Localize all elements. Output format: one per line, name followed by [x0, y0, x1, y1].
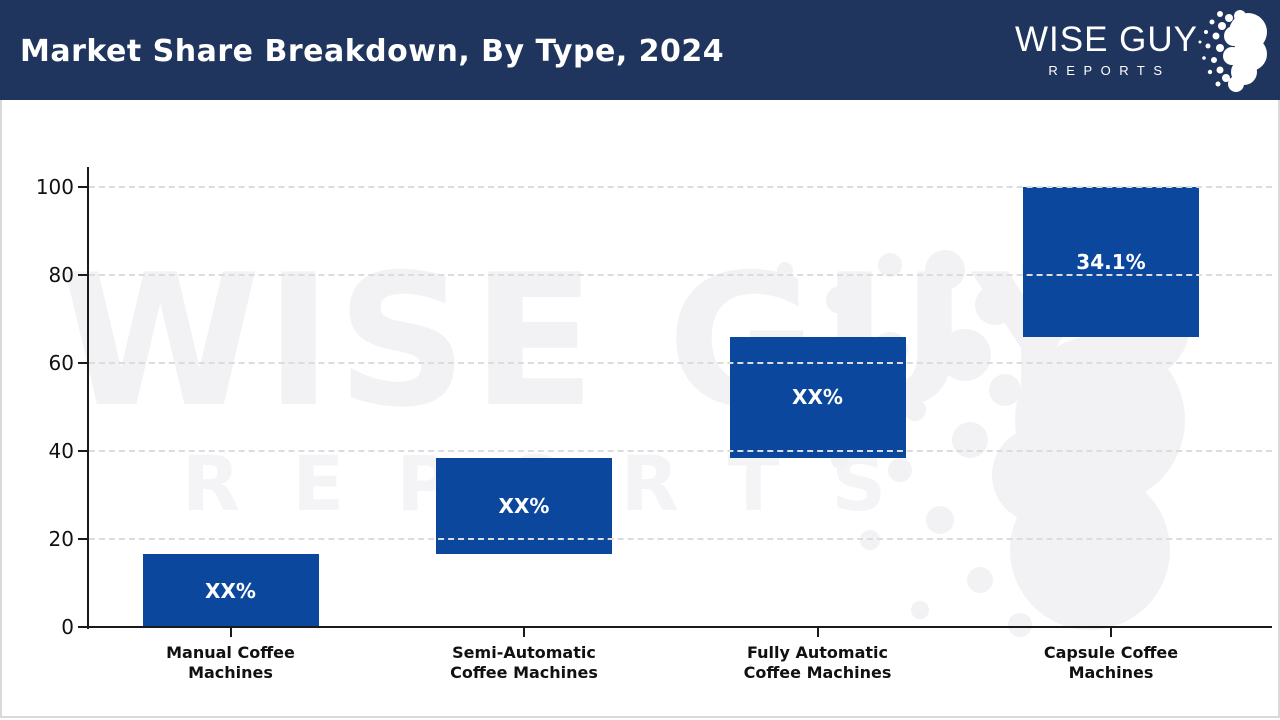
x-category-label: Fully Automatic Coffee Machines	[671, 643, 965, 683]
y-tick-label: 20	[48, 527, 74, 551]
x-axis-spine	[87, 626, 1272, 628]
waterfall-bar-3: XX%	[729, 337, 906, 458]
gridline-60	[89, 362, 1272, 364]
x-category-label-line: Coffee Machines	[743, 663, 892, 682]
x-category-label: Manual Coffee Machines	[84, 643, 378, 683]
y-tick-label: 60	[48, 351, 74, 375]
x-category-label-line: Coffee Machines	[450, 663, 598, 682]
logo-wordmark: WISE GUY	[1014, 20, 1198, 59]
y-axis-spine	[87, 167, 89, 629]
x-tickmark-3	[816, 628, 819, 637]
x-category-label-line: Semi-Automatic	[452, 643, 596, 662]
x-category-label-line: Machines	[188, 663, 273, 682]
brand-logo: WISE GUY REPORTS	[1008, 4, 1268, 96]
x-category-label-line: Capsule Coffee	[1043, 643, 1179, 662]
logo-text: WISE GUY REPORTS	[1015, 20, 1198, 78]
y-tick-label: 100	[35, 175, 74, 199]
left-border	[0, 100, 2, 718]
x-category-label-line: Machines	[1068, 663, 1154, 682]
x-category-label: Semi-Automatic Coffee Machines	[377, 643, 671, 683]
y-tickmark-0	[78, 626, 87, 628]
x-category-label-line: Manual Coffee	[166, 643, 295, 662]
gridline-100	[89, 186, 1272, 188]
bottom-border	[0, 716, 1280, 718]
bar-value-label: 34.1%	[1076, 250, 1146, 275]
gridline-80	[89, 274, 1272, 276]
waterfall-bar-4: 34.1%	[1023, 187, 1199, 338]
y-tickmark-100	[78, 186, 87, 188]
y-tickmark-60	[78, 362, 87, 364]
x-category-label-line: Fully Automatic	[747, 643, 888, 662]
y-tick-label: 80	[48, 263, 74, 287]
waterfall-chart: 0 20 40 60 80 100 XX% Manual Coffee Machines XX% S…	[0, 100, 1280, 720]
x-tickmark-4	[1110, 628, 1112, 637]
bar-value-label: XX%	[498, 493, 550, 518]
bar-value-label: XX%	[792, 385, 843, 410]
y-tickmark-40	[78, 450, 87, 452]
y-tickmark-20	[78, 538, 87, 540]
y-tick-label: 40	[48, 439, 74, 463]
gridline-20	[89, 538, 1272, 540]
right-border	[1278, 100, 1280, 718]
logo-head-icon	[1198, 10, 1267, 92]
header: Market Share Breakdown, By Type, 2024 WI…	[0, 0, 1280, 100]
waterfall-bar-1: XX%	[142, 554, 319, 627]
y-tickmark-80	[78, 274, 87, 276]
x-tickmark-1	[229, 628, 232, 637]
y-tick-label: 0	[61, 615, 74, 639]
page-title: Market Share Breakdown, By Type, 2024	[20, 34, 725, 69]
x-category-label: Capsule Coffee Machines	[964, 643, 1258, 683]
logo-subtitle: REPORTS	[1048, 63, 1171, 78]
x-tickmark-2	[523, 628, 525, 637]
gridline-40	[89, 450, 1272, 452]
bar-value-label: XX%	[205, 578, 256, 603]
